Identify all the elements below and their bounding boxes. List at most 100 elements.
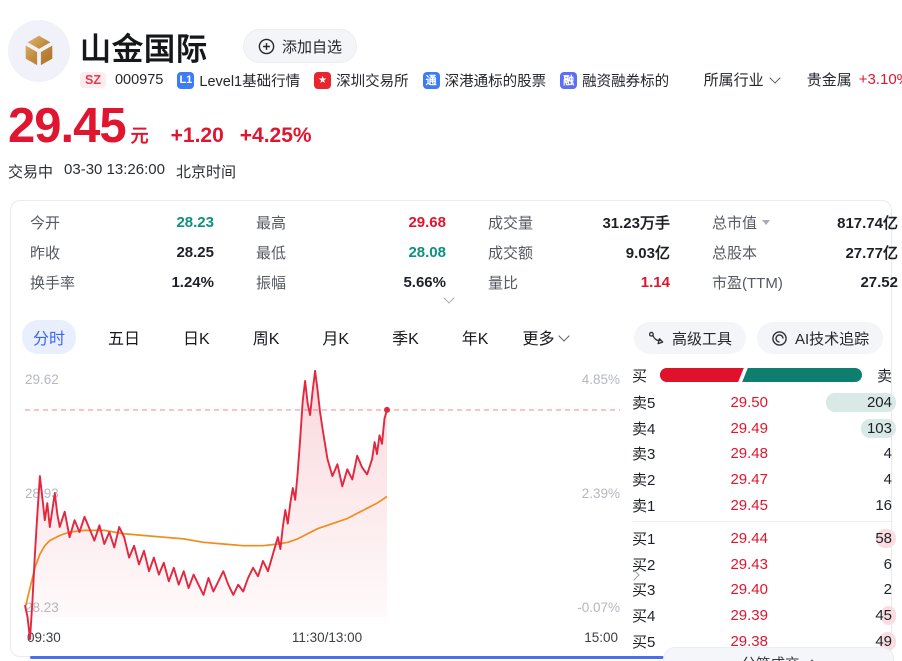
gold-hexagon-logo-icon [24, 35, 54, 67]
ai-track-button[interactable]: AI技术追踪 [757, 322, 884, 354]
stats-grid: 今开 28.23 最高 29.68 成交量 31.23万手 总市值 817.74亿 昨收 28.2… [30, 212, 898, 293]
order-volume: 4 [768, 444, 892, 463]
tab-周K[interactable]: 周K [252, 331, 280, 348]
stat-label: 最高 [256, 215, 287, 232]
advanced-tools-button[interactable]: 高级工具 [634, 322, 747, 354]
order-volume-value: 2 [883, 581, 892, 599]
stat-市盈(TTM): 市盈(TTM) 27.52 [712, 272, 898, 293]
order-volume-value: 4 [883, 471, 892, 489]
industry-change: +3.10% [858, 71, 902, 88]
order-book-row-买1[interactable]: 买1 29.44 58 [632, 526, 896, 552]
stat-label: 换手率 [30, 275, 76, 292]
market-status-row: 交易中 03-30 13:26:00 北京时间 [8, 161, 236, 182]
order-price: 29.40 [730, 581, 768, 599]
order-volume-value: 204 [866, 394, 892, 412]
quote-block: 29.45 元 +1.20 +4.25% [8, 98, 312, 154]
tab-年K[interactable]: 年K [461, 331, 489, 348]
order-book-panel: 买 卖 卖5 29.50 204 卖4 29.49 103 卖3 29.48 4 卖2 29.47 4… [632, 360, 896, 651]
tab-五日[interactable]: 五日 [108, 331, 141, 348]
order-price: 29.43 [730, 555, 768, 573]
y-axis-label-mid-right: 2.39% [581, 486, 620, 501]
stat-value: 817.74亿 [837, 215, 898, 232]
page-title: 山金国际 [80, 32, 208, 67]
latest-price-dot [384, 406, 390, 413]
tab-月K[interactable]: 月K [322, 331, 350, 348]
caret-down-icon[interactable] [762, 220, 771, 225]
badge-l1-icon: L1 [177, 71, 195, 89]
order-price: 29.49 [730, 419, 768, 437]
order-book-row-卖2[interactable]: 卖2 29.47 4 [632, 467, 892, 493]
order-volume: 16 [768, 496, 892, 515]
current-price: 29.45 [8, 99, 127, 153]
stat-value: 5.66% [403, 274, 446, 291]
order-book-row-买3[interactable]: 买3 29.40 2 [632, 577, 892, 603]
stock-tag-label: Level1基础行情 [199, 73, 301, 90]
order-volume-bar [880, 606, 896, 626]
order-book-row-买4[interactable]: 买4 29.39 45 [632, 603, 896, 629]
order-volume-bar [826, 393, 896, 413]
price-area-fill [25, 370, 387, 640]
market-status: 交易中 [8, 164, 54, 181]
order-book-row-卖4[interactable]: 卖4 29.49 103 [632, 416, 896, 442]
stat-label: 量比 [488, 275, 519, 292]
stat-label: 昨收 [30, 245, 61, 262]
x-axis-label-close: 15:00 [584, 630, 618, 645]
stat-总股本: 总股本 27.77亿 [712, 242, 898, 263]
buy-sell-ratio-bar [660, 368, 862, 382]
market-badge: SZ [80, 72, 106, 88]
stat-value: 28.25 [176, 244, 214, 261]
quote-datetime: 03-30 13:26:00 [64, 161, 165, 178]
stat-成交量: 成交量 31.23万手 [488, 212, 670, 233]
industry-value[interactable]: 贵金属 [806, 72, 852, 89]
stat-label[interactable]: 总市值 [712, 212, 771, 233]
stock-tag-label: 深圳交易所 [336, 73, 409, 90]
order-book-row-买2[interactable]: 买2 29.43 6 [632, 552, 892, 578]
order-price: 29.47 [730, 471, 768, 489]
order-volume-value: 4 [883, 445, 892, 463]
stat-label: 总股本 [712, 245, 758, 262]
stat-value: 27.52 [860, 274, 898, 291]
order-level-label: 买2 [632, 556, 656, 574]
panel-collapse-button[interactable] [628, 566, 644, 586]
stat-value: 28.08 [408, 244, 446, 261]
order-book-row-卖3[interactable]: 卖3 29.48 4 [632, 441, 892, 467]
industry-label[interactable]: 所属行业 [703, 72, 764, 89]
order-volume-value: 6 [883, 555, 892, 573]
x-axis-label-open: 09:30 [27, 630, 61, 645]
order-volume-bar [860, 418, 896, 438]
order-book-row-卖5[interactable]: 卖5 29.50 204 [632, 390, 896, 416]
sell-label: 卖 [876, 367, 892, 385]
order-volume-value: 58 [875, 530, 892, 548]
tab-日K[interactable]: 日K [183, 331, 210, 348]
order-level-label: 卖3 [632, 446, 656, 464]
intraday-chart-canvas[interactable] [10, 360, 632, 656]
tab-more-label: 更多 [522, 331, 555, 348]
order-book-row-卖1[interactable]: 卖1 29.45 16 [632, 492, 892, 518]
buy-sell-ratio-row: 买 卖 [632, 366, 892, 385]
tick-trades-button[interactable]: 分笔成交 [663, 647, 894, 661]
add-watchlist-button[interactable]: 添加自选 [243, 29, 358, 63]
tab-季K[interactable]: 季K [392, 331, 419, 348]
order-volume-value: 45 [875, 607, 892, 625]
stat-最高: 最高 29.68 [256, 212, 446, 233]
stat-label: 成交额 [488, 245, 534, 262]
stock-code: 000975 [114, 72, 164, 88]
stats-collapse-button[interactable] [440, 292, 458, 309]
stat-label: 今开 [30, 215, 61, 232]
stat-昨收: 昨收 28.25 [30, 242, 214, 263]
stat-value: 1.14 [640, 274, 670, 291]
order-volume-value: 103 [866, 419, 892, 437]
order-book-row-买5[interactable]: 买5 29.38 49 [632, 628, 896, 654]
tab-分时[interactable]: 分时 [22, 320, 77, 354]
stat-label: 振幅 [256, 275, 287, 292]
order-volume: 4 [768, 470, 892, 489]
stock-tag-1: L1 Level1基础行情 [177, 70, 300, 91]
average-price-line [24, 495, 388, 609]
industry-row: 所属行业 贵金属 +3.10% [704, 69, 902, 90]
stock-tag-label: 融资融券标的 [582, 73, 670, 90]
advanced-tools-label: 高级工具 [672, 330, 733, 348]
intraday-chart[interactable]: 29.62 4.85% 28.93 2.39% 28.23 -0.07% 09:… [10, 360, 632, 656]
tab-more[interactable]: 更多 [520, 320, 571, 354]
stat-最低: 最低 28.08 [256, 242, 446, 263]
